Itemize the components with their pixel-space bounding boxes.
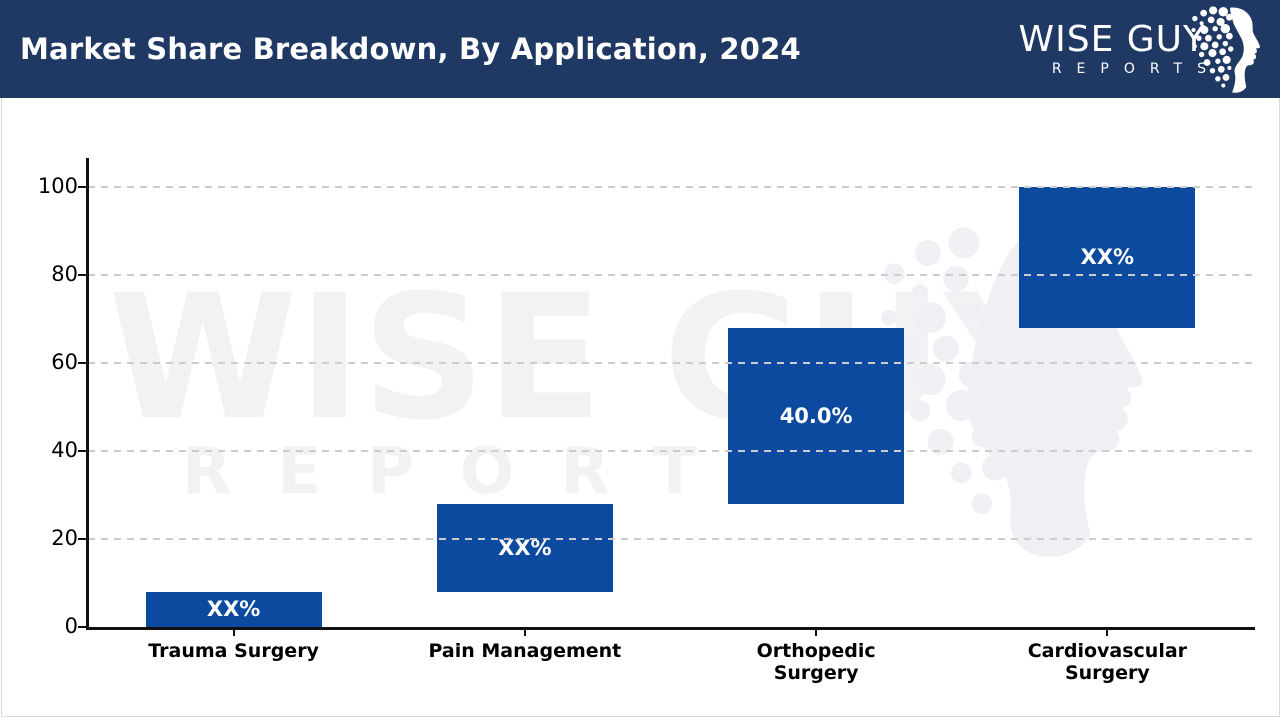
y-tick-label: 100 <box>37 174 78 198</box>
wise-guy-logo: WISE GUY REPORTS <box>1019 5 1280 93</box>
y-tick-label: 80 <box>51 262 78 286</box>
x-axis-tick <box>232 629 235 636</box>
x-axis <box>86 627 1255 630</box>
logo-wordmark: WISE GUY <box>1018 19 1206 61</box>
gridline <box>88 538 1253 540</box>
face-logo-icon <box>1191 6 1260 93</box>
logo-subtext: REPORTS <box>1051 60 1221 77</box>
y-tick-label: 20 <box>51 526 78 550</box>
y-axis-tick <box>78 186 87 188</box>
y-tick-label: 60 <box>51 350 78 374</box>
chart-title: Market Share Breakdown, By Application, … <box>20 32 801 66</box>
gridline <box>88 186 1253 188</box>
bar-orthopedic-surgery: 40.0% <box>728 327 905 504</box>
header-bar: Market Share Breakdown, By Application, … <box>0 0 1280 98</box>
y-axis-tick <box>78 538 87 540</box>
bar-value-label: XX% <box>206 597 261 622</box>
y-axis <box>86 158 89 629</box>
y-axis-tick <box>78 362 87 364</box>
bar-trauma-surgery: XX% <box>145 591 322 627</box>
y-axis-tick <box>78 450 87 452</box>
y-axis-tick <box>78 626 87 628</box>
y-tick-label: 0 <box>64 614 78 638</box>
x-axis-tick <box>815 629 818 636</box>
x-axis-tick <box>523 629 526 636</box>
logo-text: WISE GUY REPORTS <box>1019 21 1207 77</box>
y-axis-tick <box>78 274 87 276</box>
gridline <box>88 362 1253 364</box>
bar-pain-management: XX% <box>436 503 613 592</box>
category-label-pain-management: Pain Management <box>428 640 622 662</box>
gridline <box>88 450 1253 452</box>
bar-cardiovascular-surgery: XX% <box>1019 187 1196 328</box>
x-axis-tick <box>1106 629 1109 636</box>
category-label-trauma-surgery: Trauma Surgery <box>148 640 319 662</box>
watermark-wordmark: WISE GUY <box>108 257 1069 458</box>
bar-value-label: XX% <box>1080 245 1135 270</box>
category-label-cardiovascular-surgery: Cardiovascular Surgery <box>1027 640 1188 684</box>
bar-value-label: 40.0% <box>779 403 853 428</box>
category-label-orthopedic-surgery: Orthopedic Surgery <box>756 640 876 684</box>
gridline <box>88 274 1253 276</box>
y-tick-label: 40 <box>51 438 78 462</box>
